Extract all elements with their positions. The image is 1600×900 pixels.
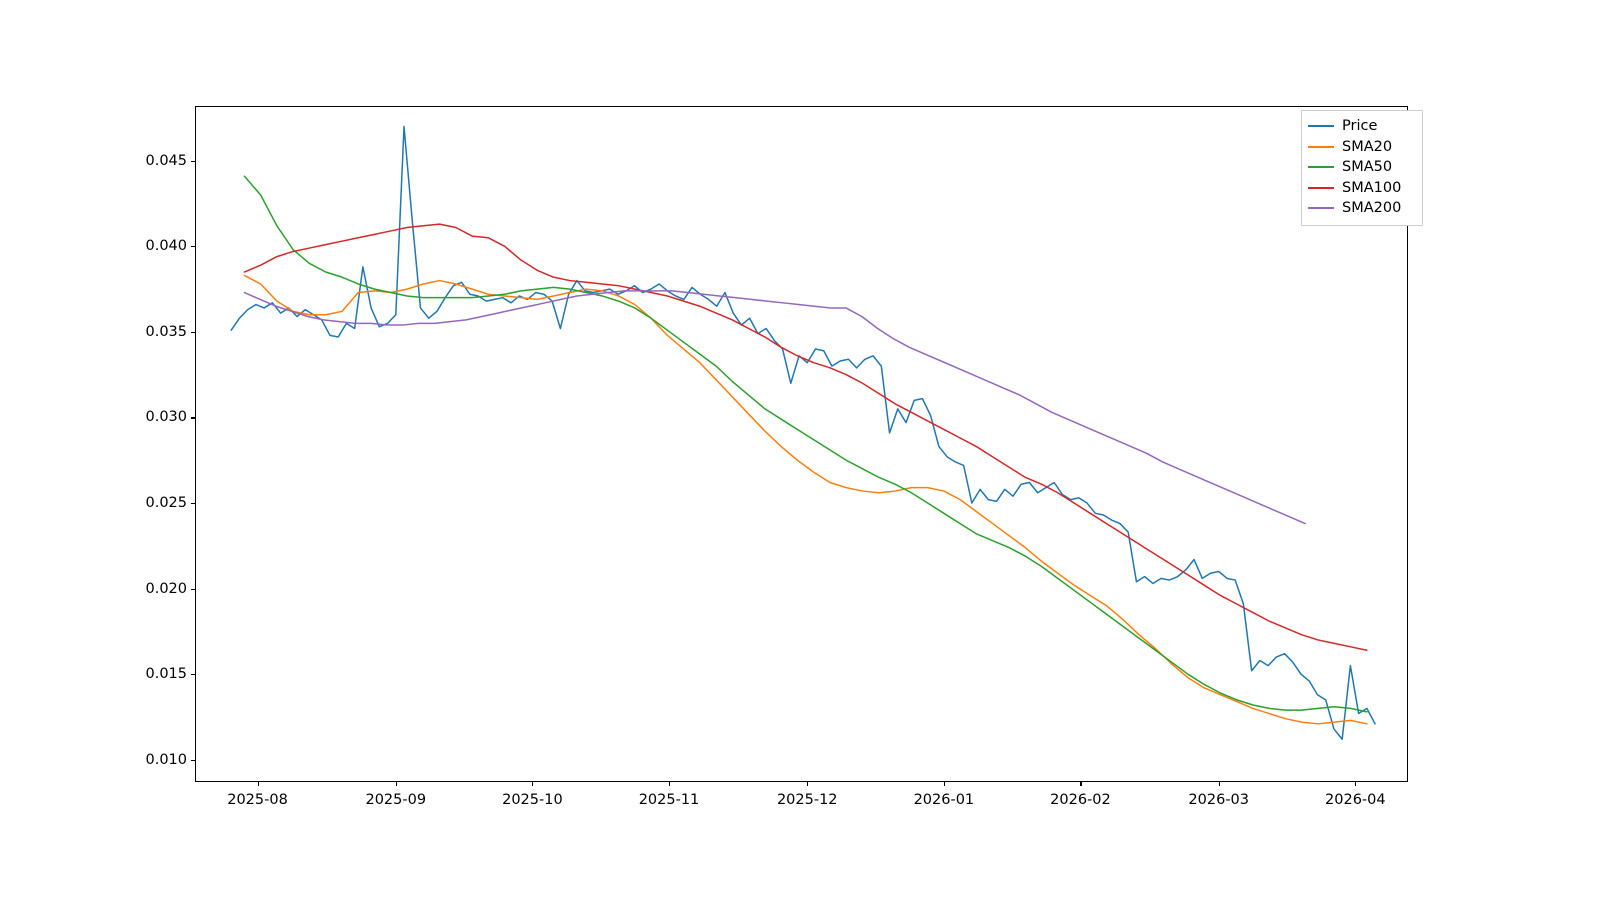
- axes-frame: [195, 106, 1408, 782]
- legend-swatch-sma200-icon: [1308, 207, 1334, 210]
- legend-swatch-sma50-icon: [1308, 166, 1334, 169]
- series-line-sma20: [243, 274, 1368, 725]
- y-tick-label: 0.020: [145, 580, 187, 597]
- plot-area: [195, 106, 1408, 782]
- x-tick-mark: [943, 782, 945, 787]
- legend-label: Price: [1342, 118, 1378, 134]
- x-tick-mark: [257, 782, 259, 787]
- y-tick-label: 0.025: [145, 495, 187, 512]
- series-line-sma50: [243, 175, 1368, 713]
- legend-swatch-sma100-icon: [1308, 186, 1334, 189]
- x-tick-mark: [1355, 782, 1357, 787]
- y-tick-label: 0.035: [145, 323, 187, 340]
- x-tick-mark: [532, 782, 534, 787]
- x-tick-mark: [395, 782, 397, 787]
- x-tick-mark: [1080, 782, 1082, 787]
- y-tick-label: 0.045: [145, 152, 187, 169]
- x-tick-label: 2026-04: [1325, 792, 1386, 808]
- legend-label: SMA20: [1342, 138, 1393, 155]
- chart-lines: [230, 125, 1376, 740]
- legend-item-sma20[interactable]: SMA20: [1308, 137, 1416, 158]
- x-tick-label: 2025-08: [227, 792, 288, 808]
- y-tick-mark: [190, 331, 195, 333]
- y-tick-mark: [190, 246, 195, 248]
- y-tick-label: 0.010: [145, 751, 187, 768]
- series-line-price: [230, 125, 1376, 740]
- x-tick-mark: [1218, 782, 1220, 787]
- x-tick-label: 2025-12: [776, 792, 838, 808]
- y-tick-label: 0.015: [145, 666, 187, 683]
- legend-swatch-sma20-icon: [1308, 145, 1334, 148]
- x-tick-mark: [669, 782, 671, 787]
- y-tick-mark: [190, 417, 195, 419]
- legend-label: SMA50: [1342, 159, 1393, 175]
- legend-item-sma200[interactable]: SMA200: [1308, 198, 1416, 219]
- y-tick-mark: [190, 160, 195, 162]
- y-tick-mark: [190, 588, 195, 590]
- y-tick-mark: [190, 759, 195, 761]
- legend-item-sma100[interactable]: SMA100: [1308, 178, 1416, 199]
- legend-swatch-price-icon: [1308, 125, 1334, 128]
- legend: Price SMA20 SMA50 SMA100 SMA200: [1301, 110, 1423, 226]
- x-tick-label: 2025-10: [502, 792, 563, 808]
- x-tick-label: 2026-01: [913, 792, 975, 808]
- legend-item-price[interactable]: Price: [1308, 116, 1416, 137]
- series-line-sma100: [243, 223, 1368, 651]
- y-tick-mark: [190, 674, 195, 676]
- x-tick-label: 2025-11: [638, 792, 700, 808]
- y-tick-label: 0.030: [145, 409, 187, 426]
- y-tick-label: 0.040: [145, 238, 187, 255]
- x-tick-mark: [807, 782, 809, 787]
- x-tick-label: 2026-02: [1050, 792, 1111, 808]
- series-line-sma200: [243, 290, 1306, 525]
- y-tick-mark: [190, 503, 195, 505]
- x-tick-label: 2026-03: [1188, 792, 1250, 808]
- legend-label: SMA100: [1342, 179, 1402, 196]
- legend-item-sma50[interactable]: SMA50: [1308, 157, 1416, 178]
- x-tick-label: 2025-09: [365, 792, 427, 808]
- legend-label: SMA200: [1342, 200, 1402, 216]
